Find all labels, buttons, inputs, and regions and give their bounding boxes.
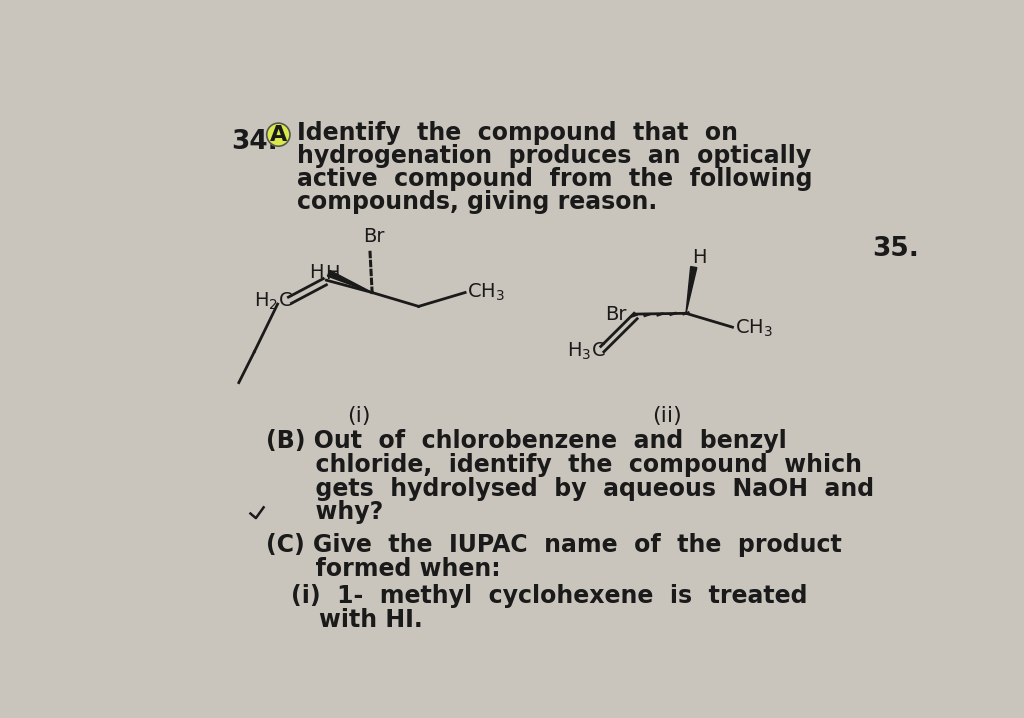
Text: 34.: 34.	[231, 129, 278, 154]
Text: H: H	[325, 264, 339, 282]
Text: compounds, giving reason.: compounds, giving reason.	[297, 190, 657, 214]
Text: H$_3$C: H$_3$C	[567, 341, 606, 363]
Text: H: H	[309, 263, 324, 282]
Text: why?: why?	[266, 500, 383, 524]
Text: formed when:: formed when:	[266, 556, 501, 581]
Text: A: A	[269, 125, 287, 144]
Text: Identify  the  compound  that  on: Identify the compound that on	[297, 121, 738, 145]
Circle shape	[266, 123, 290, 146]
Text: CH$_3$: CH$_3$	[467, 282, 506, 303]
Text: active  compound  from  the  following: active compound from the following	[297, 167, 812, 191]
Text: Br: Br	[362, 227, 384, 246]
Text: hydrogenation  produces  an  optically: hydrogenation produces an optically	[297, 144, 811, 168]
Text: (i)  1-  methyl  cyclohexene  is  treated: (i) 1- methyl cyclohexene is treated	[291, 584, 807, 608]
Text: gets  hydrolysed  by  aqueous  NaOH  and: gets hydrolysed by aqueous NaOH and	[266, 477, 874, 500]
Text: 35.: 35.	[872, 236, 919, 262]
Text: Br: Br	[605, 304, 627, 324]
Text: (B) Out  of  chlorobenzene  and  benzyl: (B) Out of chlorobenzene and benzyl	[266, 429, 786, 453]
Text: (i): (i)	[347, 406, 371, 426]
Text: (ii): (ii)	[651, 406, 682, 426]
Text: chloride,  identify  the  compound  which: chloride, identify the compound which	[266, 452, 862, 477]
Text: with HI.: with HI.	[319, 608, 423, 633]
Polygon shape	[328, 271, 372, 292]
Text: H$_2$C: H$_2$C	[254, 291, 292, 312]
Text: (C) Give  the  IUPAC  name  of  the  product: (C) Give the IUPAC name of the product	[266, 533, 842, 556]
Text: H: H	[692, 248, 707, 266]
Text: CH$_3$: CH$_3$	[735, 318, 773, 340]
Polygon shape	[686, 266, 696, 313]
